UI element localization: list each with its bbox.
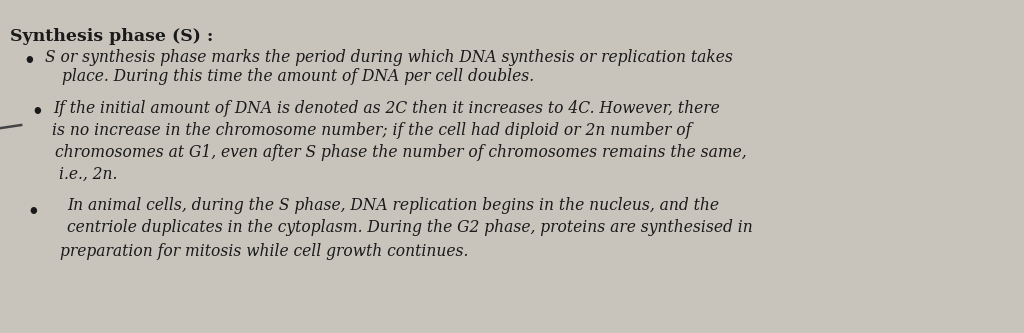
Text: S or synthesis phase marks the period during which DNA synthesis or replication : S or synthesis phase marks the period du… (45, 49, 733, 66)
Text: i.e., 2n.: i.e., 2n. (58, 166, 117, 183)
Text: chromosomes at G1, even after S phase the number of chromosomes remains the same: chromosomes at G1, even after S phase th… (55, 144, 746, 161)
Text: place. During this time the amount of DNA per cell doubles.: place. During this time the amount of DN… (62, 68, 535, 85)
Text: is no increase in the chromosome number; if the cell had diploid or 2n number of: is no increase in the chromosome number;… (52, 123, 691, 140)
Text: •: • (24, 52, 35, 70)
Text: •: • (28, 203, 40, 221)
Text: If the initial amount of DNA is denoted as 2C then it increases to 4C. However, : If the initial amount of DNA is denoted … (53, 100, 720, 117)
Text: preparation for mitosis while cell growth continues.: preparation for mitosis while cell growt… (60, 242, 468, 260)
Text: In animal cells, during the S phase, DNA replication begins in the nucleus, and : In animal cells, during the S phase, DNA… (68, 197, 719, 214)
Text: Synthesis phase (S) :: Synthesis phase (S) : (9, 28, 213, 45)
Text: centriole duplicates in the cytoplasm. During the G2 phase, proteins are synthes: centriole duplicates in the cytoplasm. D… (67, 219, 753, 236)
Text: •: • (31, 103, 43, 121)
